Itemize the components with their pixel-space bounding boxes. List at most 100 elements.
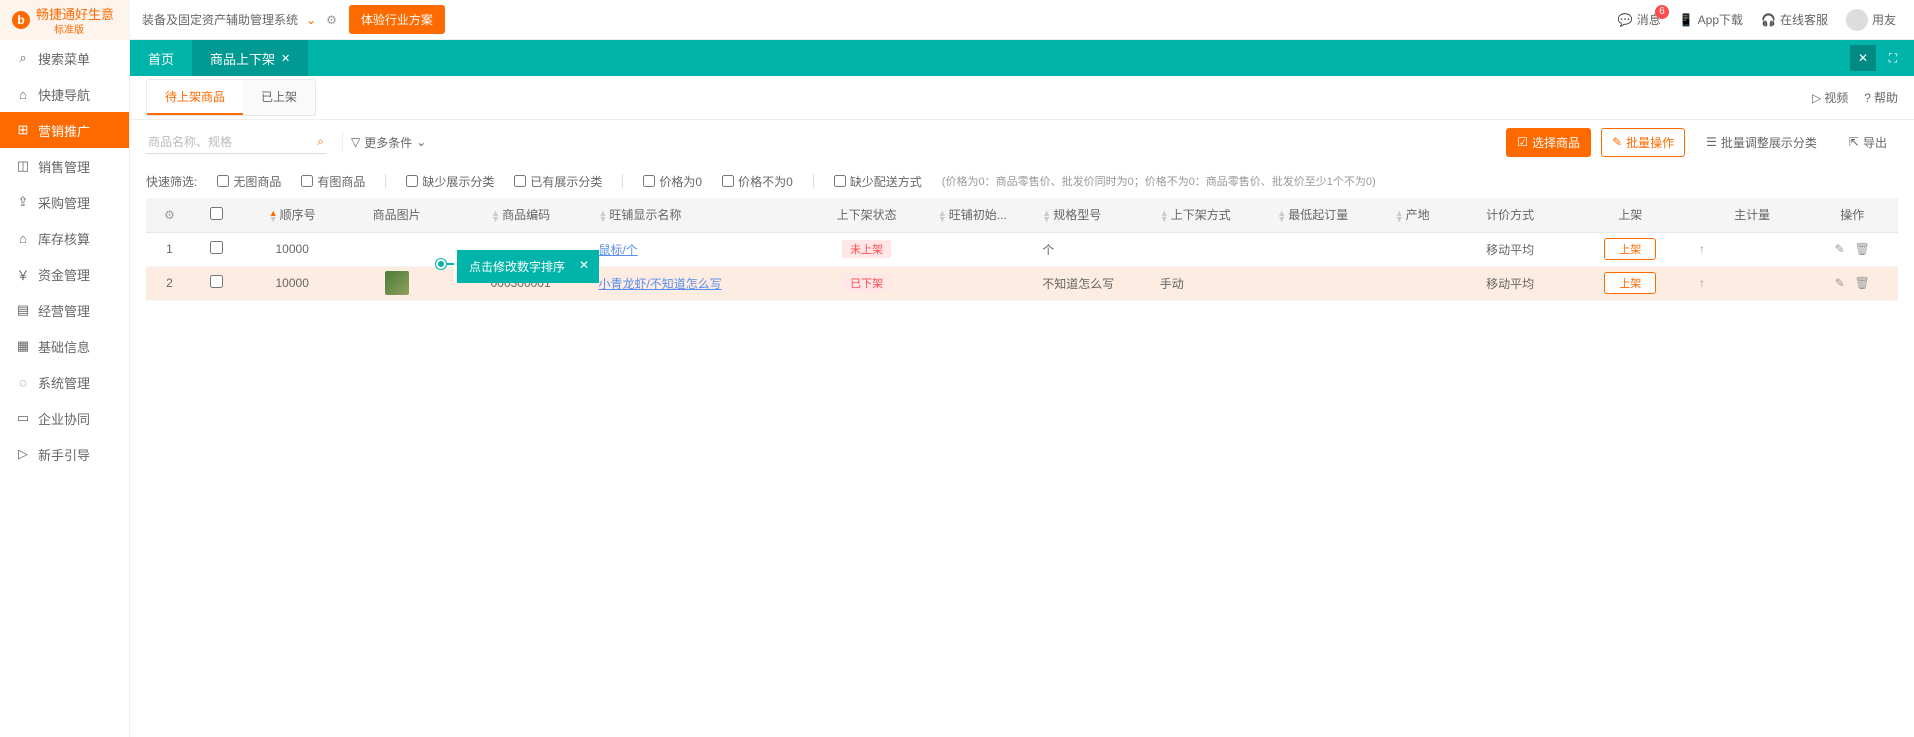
- filter-missing-category[interactable]: 缺少展示分类: [406, 173, 494, 190]
- checkbox[interactable]: [301, 175, 313, 187]
- filter-has-category[interactable]: 已有展示分类: [514, 173, 602, 190]
- inner-tab-pending[interactable]: 待上架商品: [147, 80, 243, 115]
- online-service-link[interactable]: 🎧 在线客服: [1761, 11, 1828, 28]
- sidebar-item-label: 库存核算: [38, 229, 90, 248]
- checkbox[interactable]: [217, 175, 229, 187]
- filter-price-zero[interactable]: 价格为0: [643, 173, 702, 190]
- th-sequence[interactable]: ▲▼顺序号: [240, 198, 344, 232]
- inner-tabs: 待上架商品 已上架: [146, 79, 316, 116]
- filter-hint: (价格为0：商品零售价、批发价同时为0；价格不为0：商品零售价、批发价至少1个不…: [942, 173, 1376, 189]
- search-box: ⌕: [146, 131, 326, 154]
- cell-checkbox: [193, 232, 240, 266]
- gear-icon[interactable]: ⚙: [326, 13, 337, 27]
- filter-actions: ☑选择商品 ✎批量操作 ☰批量调整展示分类 ⇱导出: [1506, 128, 1898, 157]
- tab-close-button[interactable]: ✕: [1850, 45, 1876, 71]
- th-initial[interactable]: ▲▼旺铺初始...: [932, 198, 1036, 232]
- sidebar-item-search-menu[interactable]: ⌕搜索菜单: [0, 40, 129, 76]
- shelf-button[interactable]: 上架: [1604, 238, 1656, 260]
- sidebar-item-sales[interactable]: ◫销售管理: [0, 148, 129, 184]
- checkbox[interactable]: [514, 175, 526, 187]
- filter-no-image[interactable]: 无图商品: [217, 173, 281, 190]
- search-icon[interactable]: ⌕: [317, 134, 324, 149]
- close-icon[interactable]: ✕: [281, 52, 290, 65]
- sidebar-item-enterprise[interactable]: ▭企业协同: [0, 400, 129, 436]
- shelf-button[interactable]: 上架: [1604, 272, 1656, 294]
- batch-adjust-button[interactable]: ☰批量调整展示分类: [1695, 128, 1828, 157]
- th-name[interactable]: ▲▼旺铺显示名称: [592, 198, 801, 232]
- checkbox[interactable]: [643, 175, 655, 187]
- th-shelf: 上架: [1585, 198, 1676, 232]
- product-name-link[interactable]: 小青龙虾/不知道怎么写: [598, 277, 721, 291]
- tab-expand-button[interactable]: ⛶: [1880, 45, 1906, 71]
- sidebar-item-quick-nav[interactable]: ⌂快捷导航: [0, 76, 129, 112]
- sidebar-item-funds[interactable]: ￥资金管理: [0, 256, 129, 292]
- sidebar-item-purchase[interactable]: ⇪采购管理: [0, 184, 129, 220]
- th-label: 操作: [1840, 208, 1864, 222]
- cell-sequence[interactable]: 10000: [240, 266, 344, 300]
- chart-icon: ▤: [16, 302, 30, 318]
- message-badge: 6: [1655, 5, 1669, 19]
- product-name-link[interactable]: 鼠标/个: [598, 243, 637, 257]
- delete-icon[interactable]: 🗑: [1855, 276, 1870, 290]
- experience-button[interactable]: 体验行业方案: [349, 5, 445, 34]
- select-all-checkbox[interactable]: [210, 207, 223, 220]
- top-right: 💬 消息 6 📱 App下载 🎧 在线客服 用友: [1618, 9, 1914, 31]
- app-download-label: App下载: [1698, 11, 1743, 28]
- tab-strip: 首页 商品上下架 ✕ ✕ ⛶: [130, 40, 1914, 76]
- user-menu[interactable]: 用友: [1846, 9, 1896, 31]
- inner-tab-listed[interactable]: 已上架: [243, 80, 315, 115]
- delete-icon[interactable]: 🗑: [1855, 242, 1870, 256]
- select-products-button[interactable]: ☑选择商品: [1506, 128, 1591, 157]
- th-settings[interactable]: ⚙: [146, 198, 193, 232]
- cell-sequence[interactable]: 10000: [240, 232, 344, 266]
- edit-icon: ✎: [1612, 135, 1622, 149]
- edit-icon[interactable]: ✎: [1835, 242, 1845, 256]
- sidebar-item-marketing[interactable]: ⊞营销推广: [0, 112, 129, 148]
- edit-icon[interactable]: ✎: [1835, 276, 1845, 290]
- help-link[interactable]: ?帮助: [1864, 89, 1898, 106]
- th-code[interactable]: ▲▼商品编码: [449, 198, 593, 232]
- cell-origin: [1389, 232, 1480, 266]
- sidebar-item-basic-info[interactable]: ▦基础信息: [0, 328, 129, 364]
- tooltip-close-icon[interactable]: ✕: [579, 258, 589, 272]
- th-moq[interactable]: ▲▼最低起订量: [1271, 198, 1388, 232]
- quick-filter-label: 快速筛选:: [146, 173, 197, 190]
- checkbox[interactable]: [722, 175, 734, 187]
- th-origin[interactable]: ▲▼产地: [1389, 198, 1480, 232]
- batch-operation-button[interactable]: ✎批量操作: [1601, 128, 1685, 157]
- sidebar-item-inventory[interactable]: ⌂库存核算: [0, 220, 129, 256]
- filter-missing-delivery[interactable]: 缺少配送方式: [834, 173, 922, 190]
- table-row: 1 10000 鼠标/个 未上架 个 移动平均 上架: [146, 232, 1898, 266]
- sidebar-item-label: 新手引导: [38, 445, 90, 464]
- arrow-up-icon[interactable]: ↑: [1699, 276, 1705, 290]
- checkbox[interactable]: [406, 175, 418, 187]
- th-method[interactable]: ▲▼上下架方式: [1154, 198, 1271, 232]
- play-icon: ▷: [1812, 91, 1821, 105]
- cell-initial: [932, 232, 1036, 266]
- drag-handle-icon[interactable]: [436, 259, 446, 269]
- search-input[interactable]: [146, 131, 326, 154]
- sidebar-item-system[interactable]: ◌系统管理: [0, 364, 129, 400]
- th-label: 计价方式: [1486, 208, 1534, 222]
- bag-icon: ◫: [16, 158, 30, 174]
- th-spec[interactable]: ▲▼规格型号: [1036, 198, 1153, 232]
- filter-price-nonzero[interactable]: 价格不为0: [722, 173, 793, 190]
- video-link[interactable]: ▷视频: [1812, 89, 1848, 106]
- more-conditions[interactable]: ▽ 更多条件 ⌄: [342, 132, 426, 152]
- filter-has-image[interactable]: 有图商品: [301, 173, 365, 190]
- system-selector[interactable]: 装备及固定资产辅助管理系统 ⌄: [142, 11, 316, 28]
- sidebar-item-guide[interactable]: ▷新手引导: [0, 436, 129, 472]
- tab-product-shelf[interactable]: 商品上下架 ✕: [192, 40, 308, 76]
- cell-status: 已下架: [801, 266, 932, 300]
- sidebar-item-operations[interactable]: ▤经营管理: [0, 292, 129, 328]
- filter-label: 无图商品: [233, 173, 281, 190]
- arrow-up-icon[interactable]: ↑: [1699, 242, 1705, 256]
- cell-name: 小青龙虾/不知道怎么写: [592, 266, 801, 300]
- tab-home[interactable]: 首页: [130, 40, 192, 76]
- messages-link[interactable]: 💬 消息 6: [1618, 11, 1661, 28]
- row-checkbox[interactable]: [210, 241, 223, 254]
- export-button[interactable]: ⇱导出: [1838, 128, 1898, 157]
- row-checkbox[interactable]: [210, 275, 223, 288]
- app-download-link[interactable]: 📱 App下载: [1679, 11, 1743, 28]
- checkbox[interactable]: [834, 175, 846, 187]
